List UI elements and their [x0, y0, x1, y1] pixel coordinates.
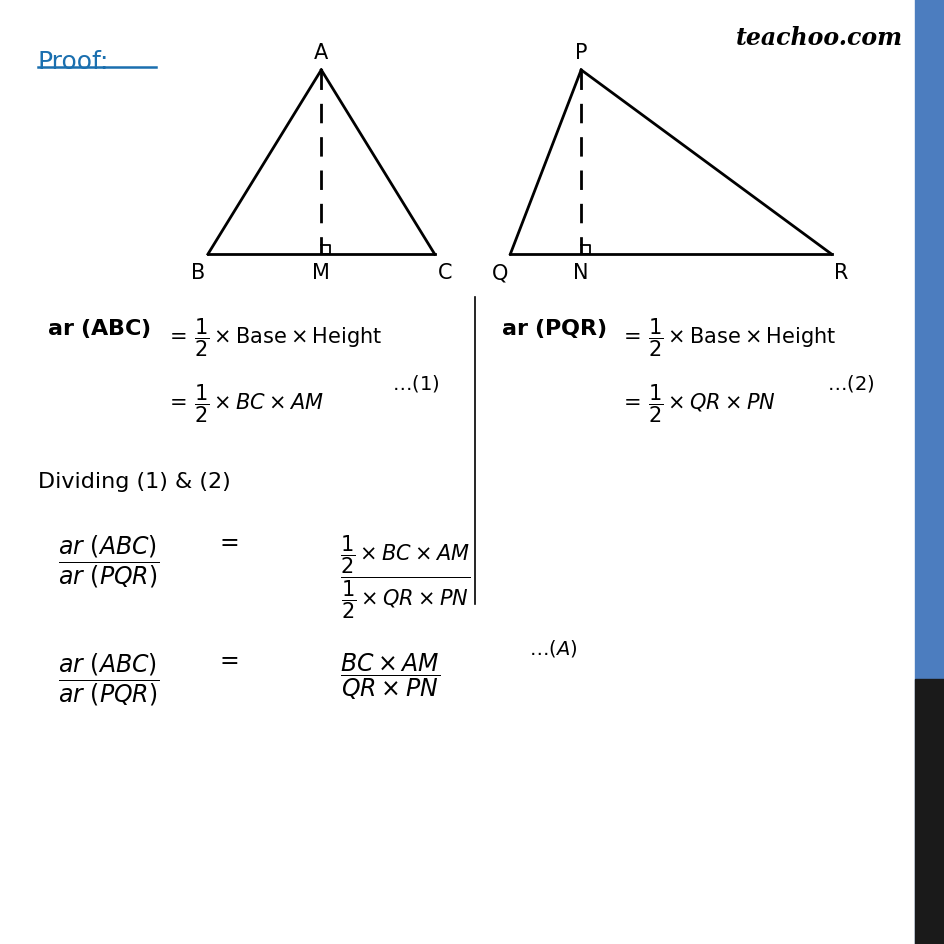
- Text: $\dfrac{ar\ (ABC)}{ar\ (PQR)}$: $\dfrac{ar\ (ABC)}{ar\ (PQR)}$: [58, 651, 160, 708]
- Text: Proof:: Proof:: [38, 50, 110, 74]
- Text: $\mathbf{ar\ (ABC)}$: $\mathbf{ar\ (ABC)}$: [47, 316, 151, 339]
- Text: N: N: [573, 262, 588, 283]
- Text: $=\,\dfrac{1}{2}\times QR\times PN$: $=\,\dfrac{1}{2}\times QR\times PN$: [618, 382, 775, 425]
- Text: teachoo.com: teachoo.com: [734, 26, 902, 50]
- Text: $=\,\dfrac{1}{2}\times \mathrm{Base}\times \mathrm{Height}$: $=\,\dfrac{1}{2}\times \mathrm{Base}\tim…: [165, 316, 382, 359]
- Text: Dividing (1) & (2): Dividing (1) & (2): [38, 472, 230, 492]
- Text: $\dfrac{\dfrac{1}{2}\times BC\times AM}{\dfrac{1}{2}\times QR\times PN}$: $\dfrac{\dfrac{1}{2}\times BC\times AM}{…: [340, 533, 470, 621]
- Text: $=$: $=$: [214, 647, 239, 670]
- Text: A: A: [313, 42, 329, 63]
- Bar: [914, 0, 944, 944]
- Text: Q: Q: [492, 262, 508, 283]
- Text: $=$: $=$: [214, 529, 239, 552]
- Text: B: B: [191, 262, 205, 283]
- Text: $\ldots(A)$: $\ldots(A)$: [529, 637, 577, 658]
- Text: P: P: [574, 42, 587, 63]
- Text: $=\,\dfrac{1}{2}\times \mathrm{Base}\times \mathrm{Height}$: $=\,\dfrac{1}{2}\times \mathrm{Base}\tim…: [618, 316, 835, 359]
- Text: $\mathbf{ar\ (PQR)}$: $\mathbf{ar\ (PQR)}$: [500, 316, 606, 339]
- Text: M: M: [312, 262, 329, 283]
- Text: $\ldots(1)$: $\ldots(1)$: [392, 373, 439, 394]
- Text: $\dfrac{BC\times AM}{QR\times PN}$: $\dfrac{BC\times AM}{QR\times PN}$: [340, 651, 440, 701]
- Text: R: R: [834, 262, 848, 283]
- Text: $=\,\dfrac{1}{2}\times BC\times AM$: $=\,\dfrac{1}{2}\times BC\times AM$: [165, 382, 324, 425]
- Bar: [914, 680, 944, 944]
- Text: C: C: [437, 262, 451, 283]
- Text: $\ldots(2)$: $\ldots(2)$: [826, 373, 873, 394]
- Text: $\dfrac{ar\ (ABC)}{ar\ (PQR)}$: $\dfrac{ar\ (ABC)}{ar\ (PQR)}$: [58, 533, 160, 590]
